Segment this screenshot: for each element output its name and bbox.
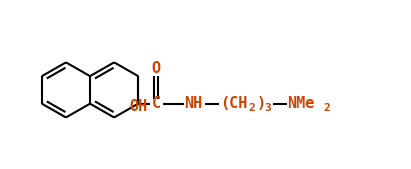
Text: O: O	[152, 61, 161, 76]
Text: 3: 3	[264, 103, 271, 113]
Text: NH: NH	[184, 96, 202, 111]
Text: 2: 2	[323, 103, 330, 113]
Text: (CH: (CH	[219, 96, 247, 111]
Text: C: C	[152, 96, 161, 111]
Text: NMe: NMe	[287, 96, 314, 111]
Text: ): )	[256, 96, 266, 111]
Text: 2: 2	[249, 103, 255, 113]
Text: OH: OH	[129, 99, 147, 114]
